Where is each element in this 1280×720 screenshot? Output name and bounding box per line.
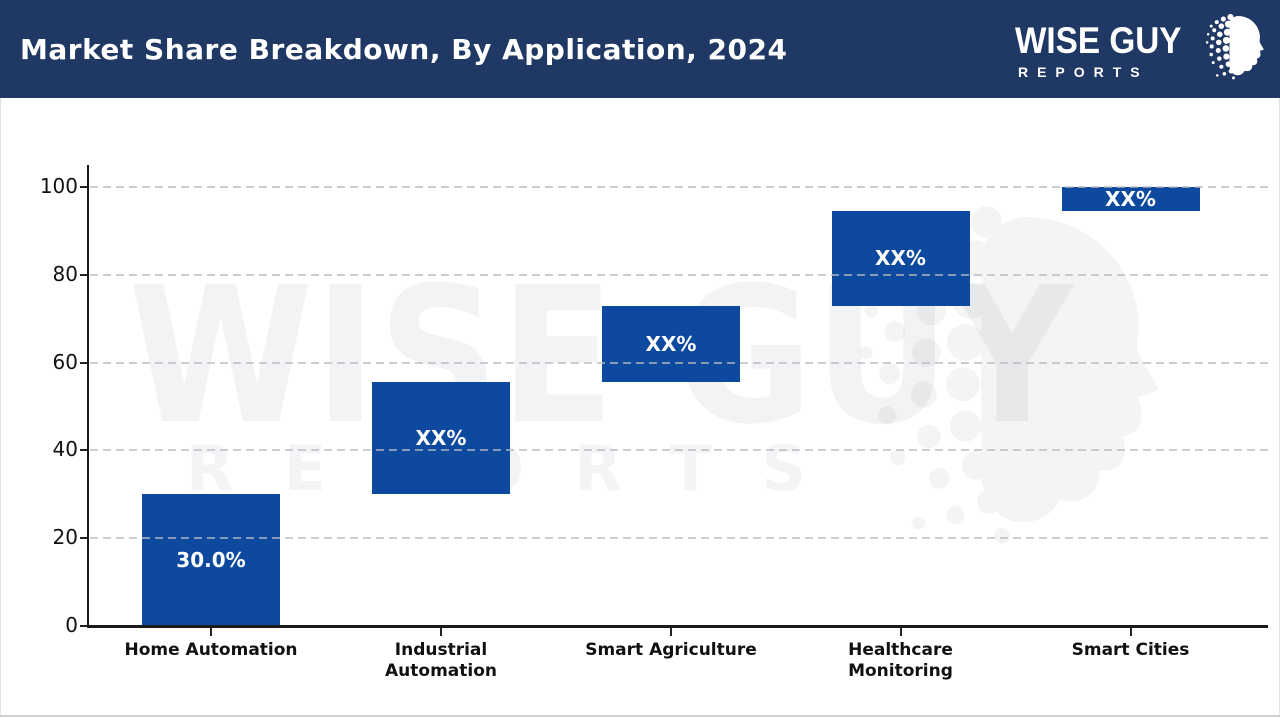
x-category-label: Smart Agriculture: [585, 640, 757, 660]
bar-healthcare-monitoring: XX%: [831, 211, 970, 306]
x-category-label: Smart Cities: [1071, 640, 1190, 660]
bar-value-label: XX%: [415, 426, 467, 451]
y-tick-label: 0: [65, 613, 78, 637]
gridline-y20: [90, 537, 1268, 540]
y-tick-mark: [80, 625, 89, 627]
bar-smart-cities: XX%: [1061, 187, 1200, 212]
gridline-y60: [90, 361, 1268, 364]
x-axis-line: [87, 625, 1268, 628]
bar-value-label: 30.0%: [176, 548, 246, 573]
bar-value-label: XX%: [1105, 187, 1156, 212]
chart-title: Market Share Breakdown, By Application, …: [20, 33, 788, 66]
gridline-y40: [90, 449, 1268, 452]
logo-text: WISE GUY REPORTS: [1015, 22, 1200, 79]
bar-home-automation: 30.0%: [142, 494, 280, 626]
y-tick-label: 100: [39, 174, 78, 198]
logo-brand-text: WISE GUY: [1014, 19, 1182, 61]
y-tick-label: 80: [52, 261, 78, 286]
x-category-label: Industrial Automation: [385, 640, 497, 681]
y-tick-mark: [80, 186, 89, 188]
bar-smart-agriculture: XX%: [602, 305, 740, 383]
gridline-y80: [90, 273, 1268, 276]
x-tick-mark: [210, 628, 212, 636]
x-category-label: Home Automation: [124, 640, 298, 660]
y-tick-mark: [80, 449, 89, 452]
y-tick-mark: [80, 537, 89, 540]
y-tick-label: 20: [52, 525, 78, 550]
x-tick-mark: [440, 628, 442, 636]
y-tick-mark: [80, 361, 89, 364]
y-axis-line: [87, 165, 89, 627]
logo-sub-text: REPORTS: [1017, 63, 1149, 80]
y-tick-mark: [80, 273, 89, 276]
gridline-y100: [90, 186, 1268, 188]
header-bar: Market Share Breakdown, By Application, …: [0, 0, 1280, 98]
x-tick-mark: [670, 628, 672, 636]
y-tick-label: 40: [52, 437, 78, 462]
bar-industrial-automation: XX%: [372, 382, 510, 495]
x-category-label: Healthcare Monitoring: [848, 640, 953, 681]
x-tick-mark: [899, 628, 902, 636]
wise-guy-logo: WISE GUY REPORTS: [1015, 8, 1268, 92]
y-tick-label: 60: [52, 349, 78, 374]
bottom-border-line: [0, 715, 1280, 717]
x-tick-mark: [1129, 628, 1132, 636]
bar-value-label: XX%: [645, 331, 697, 356]
bar-value-label: XX%: [875, 246, 926, 271]
